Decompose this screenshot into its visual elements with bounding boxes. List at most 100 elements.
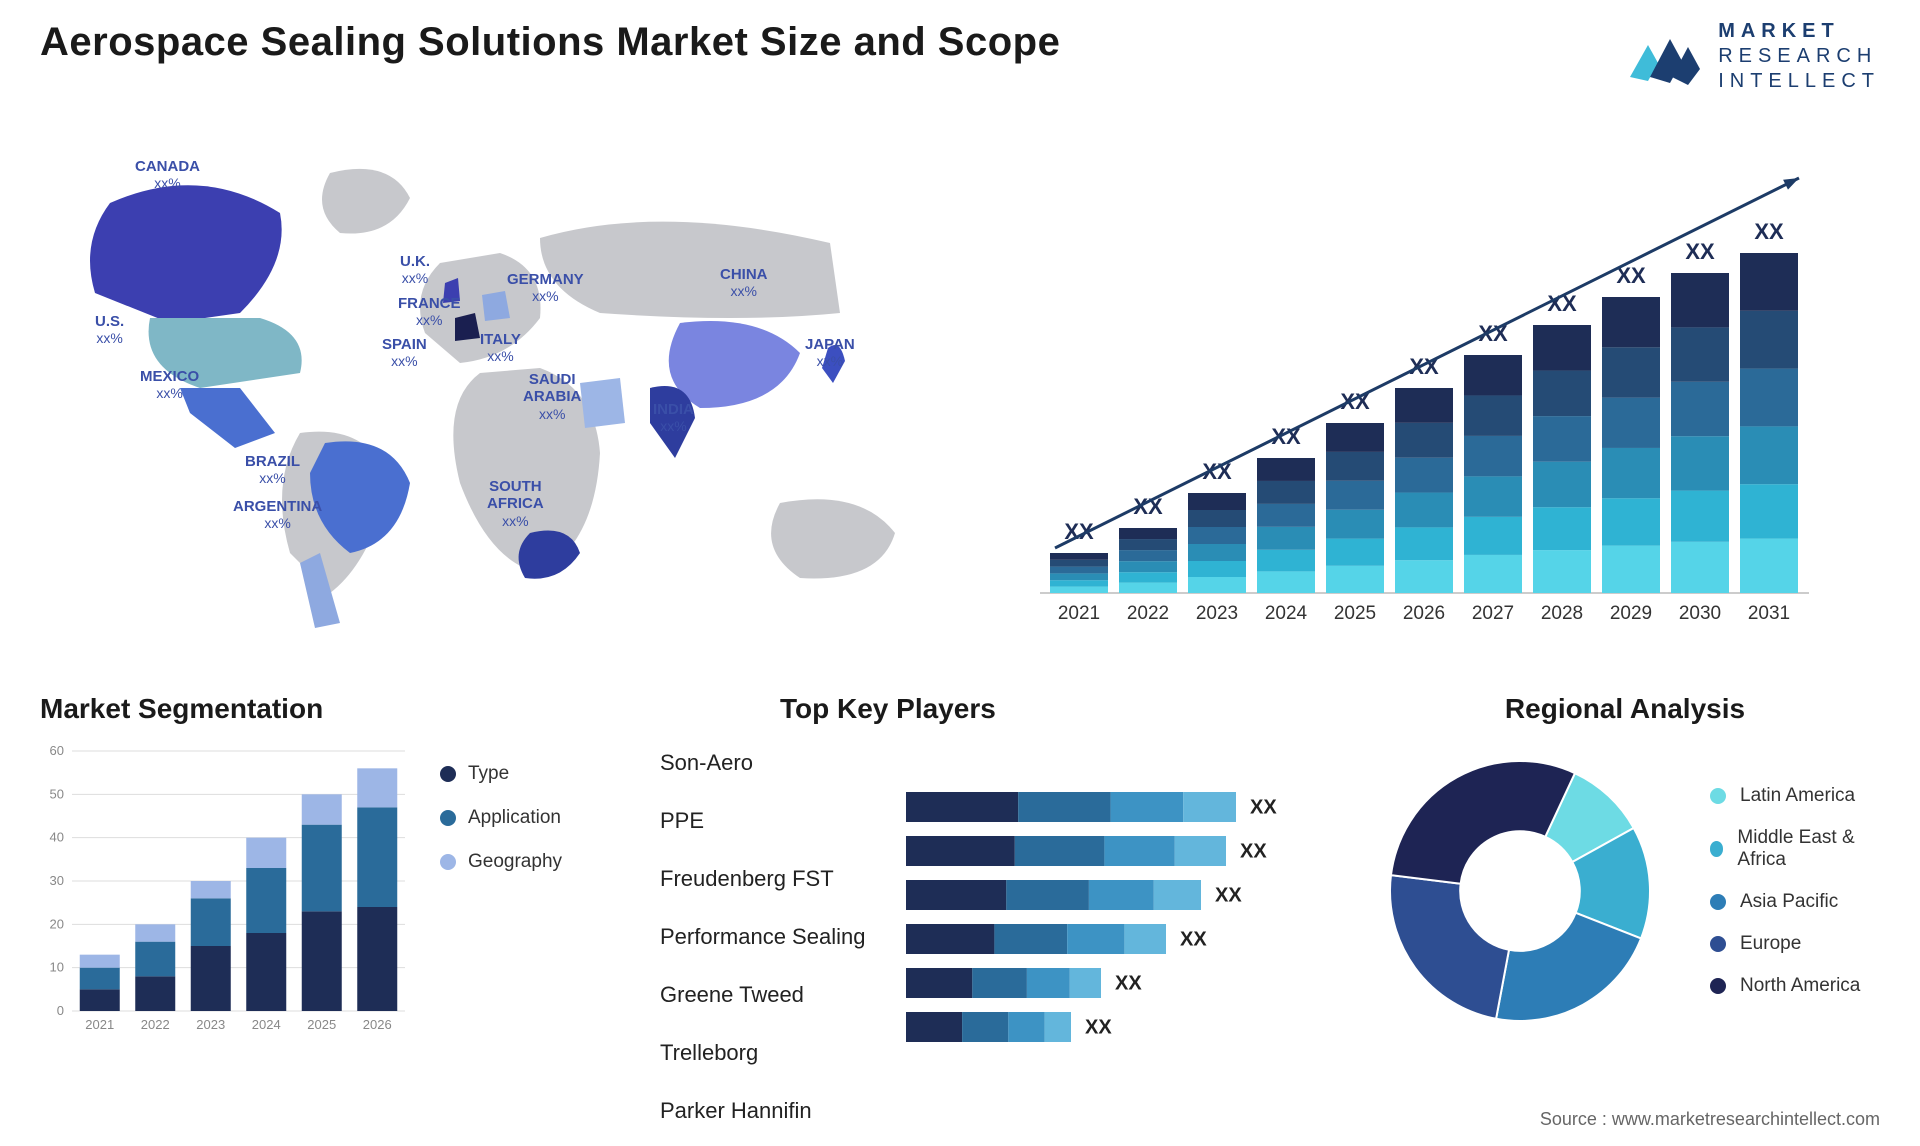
player-bar-seg xyxy=(1175,836,1226,866)
regional-title: Regional Analysis xyxy=(1370,693,1880,725)
growth-year-label: 2022 xyxy=(1127,603,1169,624)
player-bar-seg xyxy=(1104,836,1174,866)
growth-bar-seg xyxy=(1050,560,1108,567)
growth-bar-seg xyxy=(1188,510,1246,527)
region-legend-label: Latin America xyxy=(1740,785,1855,807)
map-label-italy: ITALYxx% xyxy=(480,331,521,364)
growth-bar-seg xyxy=(1533,416,1591,462)
seg-bar-seg xyxy=(191,881,231,898)
growth-bar-seg xyxy=(1671,436,1729,490)
seg-ytick: 60 xyxy=(50,743,64,758)
map-label-germany: GERMANYxx% xyxy=(507,271,584,304)
growth-year-label: 2023 xyxy=(1196,603,1238,624)
region-legend-label: Asia Pacific xyxy=(1740,891,1838,913)
players-names-list: Son-AeroPPEFreudenberg FSTPerformance Se… xyxy=(660,741,890,1133)
growth-bar-seg xyxy=(1464,476,1522,516)
seg-bar-seg xyxy=(80,989,120,1011)
donut-chart-svg xyxy=(1370,741,1670,1041)
seg-bar-seg xyxy=(191,946,231,1011)
growth-bar-seg xyxy=(1326,510,1384,539)
growth-bar-seg xyxy=(1326,481,1384,510)
seg-year-label: 2022 xyxy=(141,1017,170,1032)
growth-bar-seg xyxy=(1119,561,1177,572)
growth-year-label: 2021 xyxy=(1058,603,1100,624)
growth-bar-seg xyxy=(1464,555,1522,593)
growth-bar-seg xyxy=(1464,436,1522,476)
player-bar-seg xyxy=(1124,924,1166,954)
growth-bar-seg xyxy=(1188,561,1246,577)
regional-panel: Regional Analysis Latin AmericaMiddle Ea… xyxy=(1370,693,1880,1133)
seg-bar-seg xyxy=(302,794,342,824)
seg-bar-seg xyxy=(246,838,286,868)
player-bar-seg xyxy=(962,1012,1008,1042)
logo-icon xyxy=(1626,23,1704,91)
segmentation-chart-svg: 0102030405060202120222023202420252026 xyxy=(40,741,410,1041)
growth-bar-seg xyxy=(1395,560,1453,593)
seg-ytick: 30 xyxy=(50,873,64,888)
seg-bar-seg xyxy=(357,807,397,907)
growth-bar-seg xyxy=(1188,544,1246,561)
player-bar-seg xyxy=(972,968,1027,998)
growth-bar-seg xyxy=(1257,571,1315,593)
growth-bar-seg xyxy=(1671,491,1729,542)
seg-bar-seg xyxy=(80,968,120,990)
growth-chart-svg: XX2021XX2022XX2023XX2024XX2025XX2026XX20… xyxy=(990,123,1880,653)
seg-bar-seg xyxy=(135,976,175,1011)
player-value-label: XX xyxy=(1180,929,1207,951)
region-legend-item: Asia Pacific xyxy=(1710,891,1880,913)
swatch-icon xyxy=(1710,978,1726,994)
map-label-france: FRANCExx% xyxy=(398,295,461,328)
map-region-aus xyxy=(771,499,895,578)
seg-legend-item: Application xyxy=(440,807,562,829)
growth-bar-seg xyxy=(1188,527,1246,544)
growth-bar-seg xyxy=(1326,423,1384,452)
growth-bar-seg xyxy=(1119,550,1177,561)
map-label-argentina: ARGENTINAxx% xyxy=(233,498,322,531)
map-label-brazil: BRAZILxx% xyxy=(245,453,300,486)
map-label-canada: CANADAxx% xyxy=(135,158,200,191)
segmentation-legend: TypeApplicationGeography xyxy=(440,741,562,1041)
growth-bar-seg xyxy=(1740,426,1798,484)
growth-bar-seg xyxy=(1671,327,1729,381)
growth-bar-seg xyxy=(1119,528,1177,539)
regional-legend: Latin AmericaMiddle East & AfricaAsia Pa… xyxy=(1710,785,1880,997)
logo-text: MARKET RESEARCH INTELLECT xyxy=(1718,20,1880,93)
player-bar-seg xyxy=(906,880,1006,910)
growth-bar-seg xyxy=(1602,546,1660,593)
seg-ytick: 0 xyxy=(57,1003,64,1018)
growth-bar-seg xyxy=(1395,527,1453,560)
map-region-china xyxy=(669,321,800,408)
player-bar-seg xyxy=(1067,924,1124,954)
growth-bar-seg xyxy=(1740,369,1798,427)
player-bar-seg xyxy=(1111,792,1184,822)
growth-bar-seg xyxy=(1050,573,1108,580)
growth-bar-seg xyxy=(1395,493,1453,528)
brand-logo: MARKET RESEARCH INTELLECT xyxy=(1626,20,1880,93)
growth-bar-seg xyxy=(1119,583,1177,593)
growth-bar-seg xyxy=(1602,448,1660,498)
player-name: PPE xyxy=(660,799,890,843)
growth-bar-seg xyxy=(1602,498,1660,545)
growth-bar-seg xyxy=(1257,550,1315,572)
player-bar-seg xyxy=(906,792,1018,822)
source-text: Source : www.marketresearchintellect.com xyxy=(1540,1109,1880,1130)
growth-bar-seg xyxy=(1533,507,1591,550)
player-name: Parker Hannifin xyxy=(660,1089,890,1133)
map-region-na1 xyxy=(90,185,282,323)
growth-bar-seg xyxy=(1119,572,1177,582)
growth-year-label: 2026 xyxy=(1403,603,1445,624)
growth-bar-seg xyxy=(1602,398,1660,448)
seg-bar-seg xyxy=(302,911,342,1011)
growth-bar-seg xyxy=(1326,452,1384,481)
growth-bar-seg xyxy=(1188,577,1246,593)
swatch-icon xyxy=(1710,936,1726,952)
seg-bar-seg xyxy=(135,942,175,977)
player-value-label: XX xyxy=(1085,1017,1112,1039)
region-legend-item: North America xyxy=(1710,975,1880,997)
growth-chart-panel: XX2021XX2022XX2023XX2024XX2025XX2026XX20… xyxy=(990,123,1880,653)
growth-bar-seg xyxy=(1050,567,1108,574)
growth-bar-seg xyxy=(1050,580,1108,586)
player-bar-seg xyxy=(1015,836,1105,866)
player-name: Greene Tweed xyxy=(660,973,890,1017)
bottom-row: Market Segmentation 01020304050602021202… xyxy=(40,693,1880,1133)
